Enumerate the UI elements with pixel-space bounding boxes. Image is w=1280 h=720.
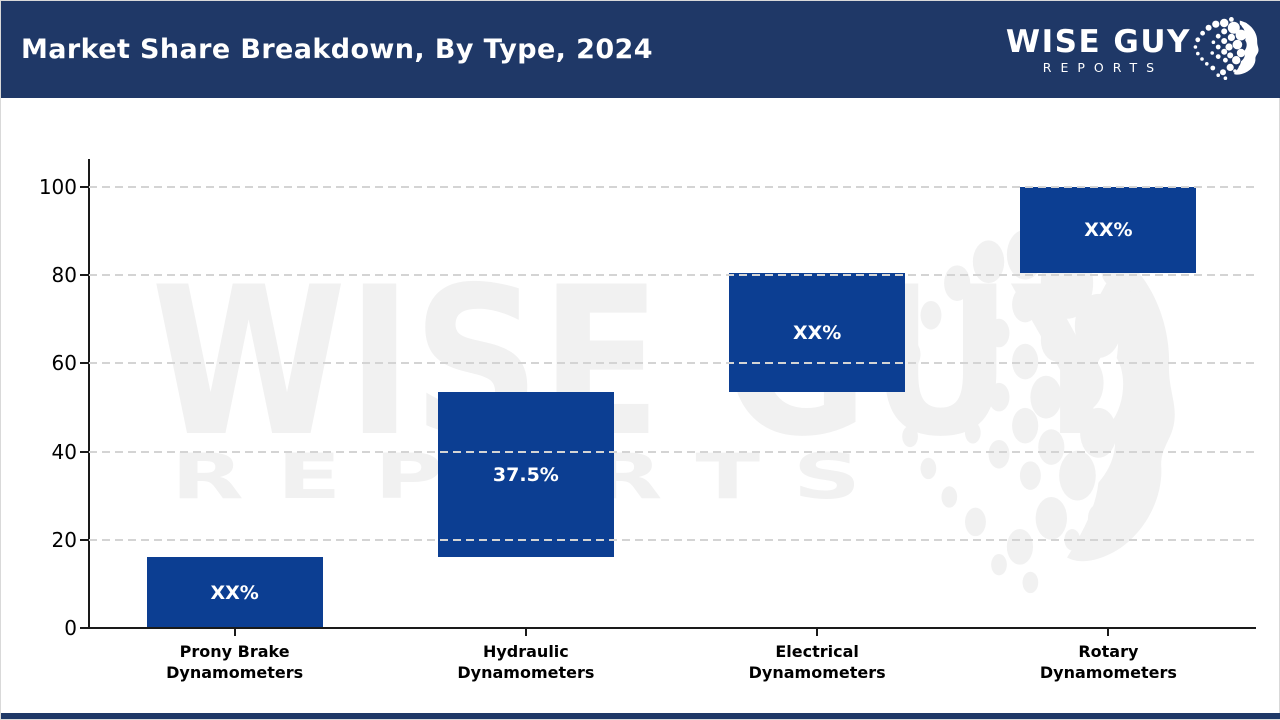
footer-strip [1, 713, 1280, 719]
header-band: Market Share Breakdown, By Type, 2024 WI… [1, 1, 1280, 98]
logo-wordmark: WISE GUY [1005, 23, 1191, 60]
x-axis-line [87, 627, 1256, 629]
y-tick-label-0: 0 [64, 616, 77, 640]
gridline-60 [89, 362, 1254, 365]
gridline-20 [89, 538, 1254, 541]
gridline-100 [89, 186, 1254, 188]
x-tick [524, 629, 527, 636]
logo-text: WISE GUY REPORTS [1006, 25, 1191, 75]
y-axis-line [88, 159, 90, 629]
x-category-label: Hydraulic Dynamometers [457, 642, 595, 682]
y-tick-label-40: 40 [51, 439, 77, 464]
y-tick-0 [80, 627, 88, 629]
y-tick-label-20: 20 [51, 527, 77, 552]
x-tick [816, 629, 819, 636]
y-tick-label-60: 60 [51, 351, 77, 376]
y-tick-40 [80, 450, 88, 453]
x-category-label: Prony Brake Dynamometers [166, 642, 304, 682]
y-tick-100 [80, 186, 88, 188]
x-tick [233, 629, 236, 636]
bar-segment [146, 557, 323, 628]
y-tick-80 [80, 274, 88, 277]
gridline-80 [89, 274, 1254, 277]
y-tick-20 [80, 538, 88, 541]
x-tick [1107, 629, 1110, 636]
bar-value-label: XX% [210, 581, 259, 604]
bar-segment [437, 392, 614, 558]
gridline-40 [89, 450, 1254, 453]
y-tick-label-80: 80 [51, 263, 77, 288]
logo-subtitle: REPORTS [1042, 59, 1164, 75]
bar-value-label: 37.5% [492, 463, 559, 486]
x-category-label: Electrical Dynamometers [748, 642, 886, 682]
page-title: Market Share Breakdown, By Type, 2024 [21, 34, 653, 65]
bar-segment [729, 272, 906, 393]
bar-value-label: XX% [792, 321, 842, 344]
wiseguy-logo: WISE GUY REPORTS [1006, 11, 1265, 89]
y-tick-60 [80, 362, 88, 365]
bar-value-label: XX% [1084, 218, 1133, 241]
x-category-label: Rotary Dynamometers [1039, 642, 1177, 682]
y-tick-label-100: 100 [38, 175, 77, 199]
